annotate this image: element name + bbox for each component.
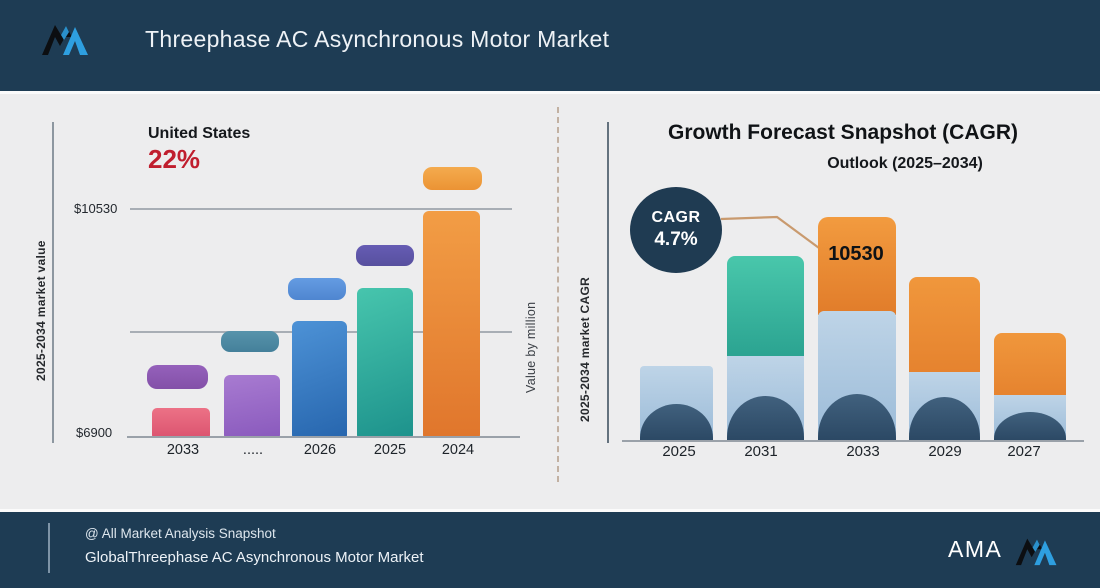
cagr-badge: CAGR 4.7% xyxy=(630,187,722,273)
cagr-connector-line xyxy=(720,215,820,249)
left-xlabel-1: 2033 xyxy=(166,442,200,458)
cagr-badge-label: CAGR xyxy=(651,209,701,226)
growth-percent: 22% xyxy=(148,144,201,174)
footer-ama-logo-icon xyxy=(1015,538,1057,566)
left-ytick-top: $10530 xyxy=(74,201,118,216)
bar-2033 xyxy=(152,408,210,437)
left-y-axis-line xyxy=(52,122,54,443)
bar-cap-2033 xyxy=(147,365,208,389)
right-x-axis-line xyxy=(622,440,1084,442)
region-label: United States xyxy=(148,125,251,142)
right-xlabel-4: 2029 xyxy=(928,443,962,460)
bar-cap-2025 xyxy=(356,245,414,266)
bar-2026 xyxy=(292,321,347,437)
left-y-axis-label: 2025-2034 market value xyxy=(34,240,48,381)
left-xlabel-5: 2024 xyxy=(441,442,475,458)
footer-tagline: @ All Market Analysis Snapshot xyxy=(85,526,276,541)
left-xlabel-2: ..... xyxy=(242,442,264,458)
footer-report-title: GlobalThreephase AC Asynchronous Motor M… xyxy=(85,549,424,566)
footer: @ All Market Analysis Snapshot GlobalThr… xyxy=(0,512,1100,588)
seg-2033-top xyxy=(818,217,896,315)
seg-2027-top xyxy=(994,333,1066,399)
header: Threephase AC Asynchronous Motor Market xyxy=(0,0,1100,91)
seg-2029-top xyxy=(909,277,980,376)
left-ytick-bottom: $6900 xyxy=(76,425,113,440)
bar-cap-2024 xyxy=(423,167,482,190)
bar-cap-dots xyxy=(221,331,279,352)
seg-2031-top xyxy=(727,256,804,360)
left-xlabel-4: 2025 xyxy=(373,442,407,458)
right-chart-title: Growth Forecast Snapshot (CAGR) xyxy=(667,121,1019,144)
bar-dots xyxy=(224,375,280,437)
footer-separator xyxy=(48,523,50,573)
bar-cap-2026 xyxy=(288,278,346,300)
right-y-axis-line xyxy=(607,122,609,443)
bar-2024 xyxy=(423,211,480,437)
page-title: Threephase AC Asynchronous Motor Market xyxy=(145,26,610,52)
ama-logo-icon xyxy=(42,25,88,55)
panel-divider xyxy=(557,107,559,482)
value-by-million-label: Value by million xyxy=(524,301,538,393)
footer-brand-text: AMA xyxy=(948,536,1003,562)
left-xlabel-3: 2026 xyxy=(303,442,337,458)
cagr-badge-value: 4.7% xyxy=(654,229,698,250)
left-x-axis-line xyxy=(127,436,520,438)
right-xlabel-5: 2027 xyxy=(1007,443,1041,460)
bar-value-label: 10530 xyxy=(828,243,884,265)
left-gridline-top xyxy=(130,208,512,210)
right-xlabel-1: 2025 xyxy=(662,443,696,460)
right-xlabel-3: 2033 xyxy=(846,443,880,460)
right-y-axis-label: 2025-2034 market CAGR xyxy=(578,276,592,423)
right-chart-subtitle: Outlook (2025–2034) xyxy=(827,155,983,172)
bar-2025 xyxy=(357,288,413,437)
right-xlabel-2: 2031 xyxy=(744,443,778,460)
